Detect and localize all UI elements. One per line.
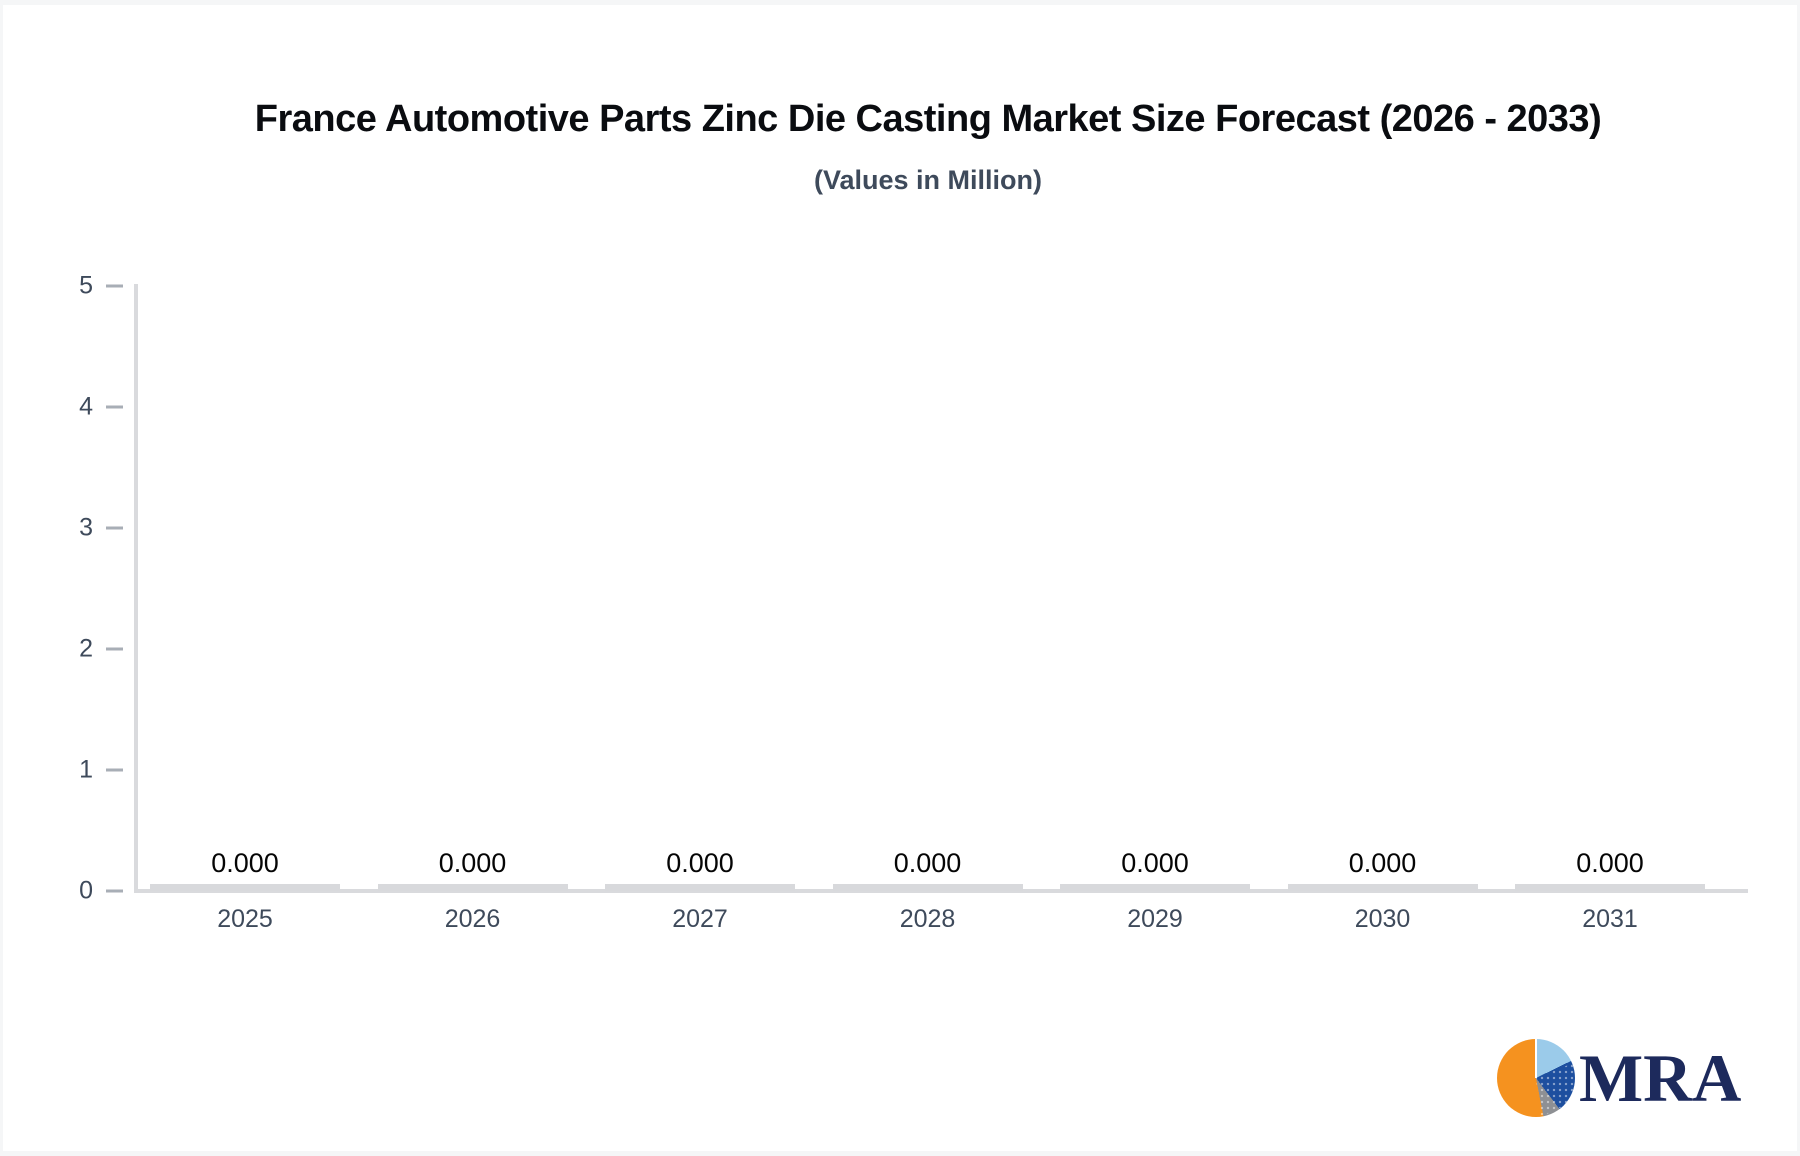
chart-subtitle: (Values in Million) bbox=[813, 164, 1043, 195]
bar bbox=[377, 884, 568, 891]
y-tick-mark bbox=[106, 889, 123, 893]
y-tick-label: 4 bbox=[79, 392, 93, 421]
bar-value-label: 0.000 bbox=[1121, 848, 1189, 878]
brand-logo-text: MRA bbox=[1579, 1040, 1742, 1116]
x-tick-label: 2031 bbox=[1582, 905, 1638, 933]
bar bbox=[1515, 884, 1705, 891]
chart-title: France Automotive Parts Zinc Die Casting… bbox=[254, 98, 1602, 140]
x-tick-label: 2030 bbox=[1354, 905, 1411, 933]
bar-value-label: 0.000 bbox=[1576, 848, 1644, 878]
y-tick-label: 0 bbox=[79, 876, 93, 905]
brand-logo: MRA bbox=[1497, 1039, 1741, 1117]
y-tick-label: 5 bbox=[79, 271, 93, 300]
bar bbox=[1287, 884, 1478, 891]
bar bbox=[1060, 884, 1250, 891]
y-tick-mark bbox=[106, 405, 123, 409]
x-tick-label: 2029 bbox=[1127, 905, 1183, 933]
chart-canvas: France Automotive Parts Zinc Die Casting… bbox=[3, 5, 1797, 1151]
bar-value-label: 0.000 bbox=[211, 848, 279, 878]
y-tick-label: 3 bbox=[79, 513, 93, 542]
y-tick-mark bbox=[106, 768, 123, 772]
plot-area: 0 1 2 3 4 5 0.000 2025 0.000 2026 0.000 2027 0.000 20… bbox=[3, 5, 1797, 1151]
chart-header: France Automotive Parts Zinc Die Casting… bbox=[254, 98, 1602, 196]
bar bbox=[150, 884, 340, 891]
y-tick-mark bbox=[106, 647, 123, 651]
bar bbox=[832, 884, 1023, 891]
x-tick-label: 2027 bbox=[672, 905, 728, 933]
pie-chart-logo-icon bbox=[1497, 1039, 1575, 1117]
bar-value-label: 0.000 bbox=[666, 848, 734, 878]
y-tick-mark bbox=[106, 526, 123, 530]
bar-value-label: 0.000 bbox=[438, 848, 507, 878]
bar-value-label: 0.000 bbox=[893, 848, 962, 878]
y-tick-label: 1 bbox=[79, 755, 93, 784]
bar bbox=[605, 884, 795, 891]
x-tick-label: 2025 bbox=[217, 905, 273, 933]
bar-value-label: 0.000 bbox=[1348, 848, 1417, 878]
y-tick-mark bbox=[106, 284, 123, 288]
y-tick-label: 2 bbox=[79, 634, 93, 663]
x-axis-line bbox=[134, 889, 1748, 893]
x-tick-label: 2026 bbox=[444, 905, 501, 933]
x-tick-label: 2028 bbox=[899, 905, 956, 933]
y-axis-line bbox=[134, 284, 138, 893]
